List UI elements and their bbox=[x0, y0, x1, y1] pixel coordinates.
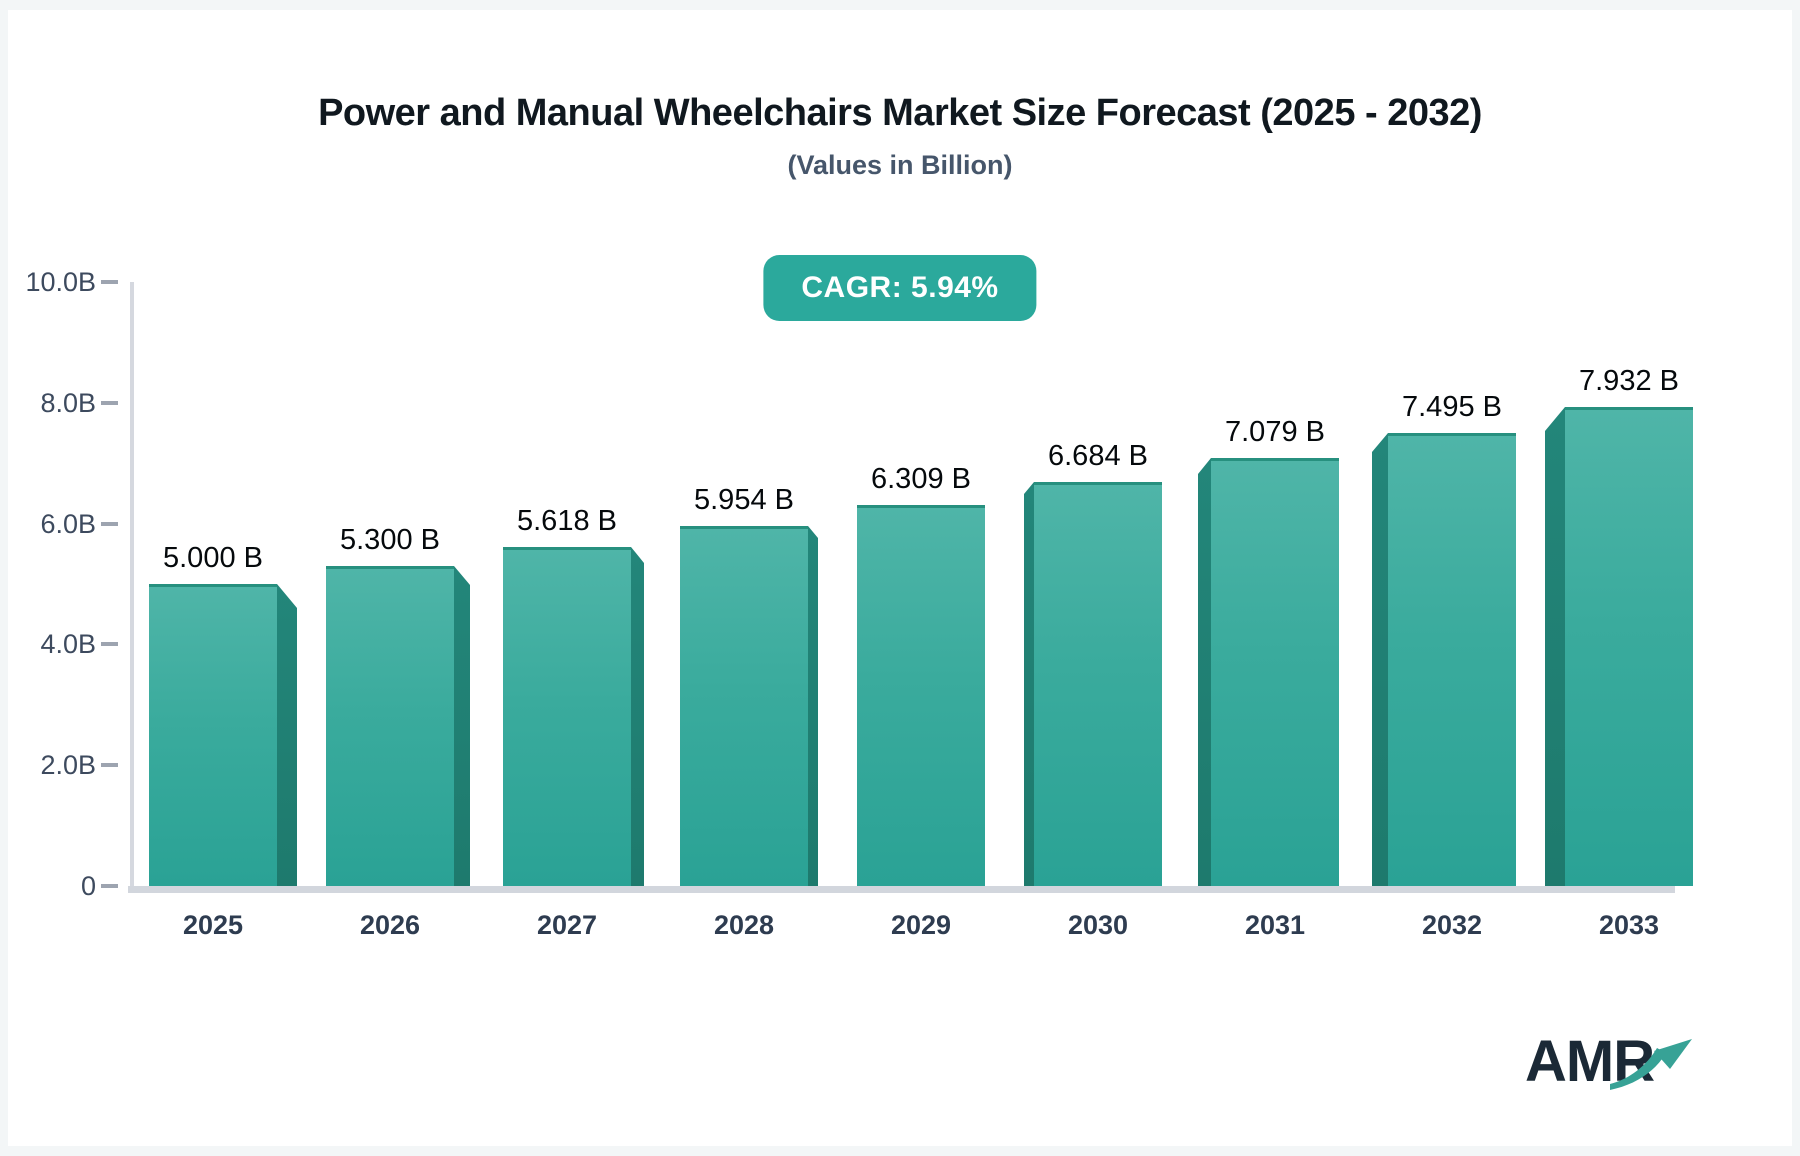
bar-value-label: 6.309 B bbox=[871, 463, 971, 495]
bar-3d-side bbox=[1198, 458, 1211, 886]
y-tick-label: 6.0B bbox=[40, 509, 96, 539]
bar-3d-side bbox=[1024, 482, 1034, 886]
y-tick-label: 0 bbox=[80, 871, 96, 901]
y-tick-mark bbox=[101, 280, 118, 284]
bar-value-label: 5.300 B bbox=[340, 524, 440, 556]
bar-value-label: 5.000 B bbox=[163, 542, 263, 574]
bar-value-label: 7.079 B bbox=[1225, 416, 1325, 448]
bar-2026[interactable] bbox=[326, 566, 454, 886]
bar-3d-side bbox=[454, 566, 470, 886]
bar-3d-side bbox=[631, 547, 644, 886]
x-tick-label: 2031 bbox=[1244, 910, 1306, 940]
x-tick-label: 2032 bbox=[1421, 910, 1483, 940]
x-tick-label: 2028 bbox=[713, 910, 775, 940]
plot-area: 10.0B 8.0B 6.0B 4.0B 2.0B 0 5.000 B 2025 5.300 B… bbox=[25, 267, 1745, 940]
bar-value-label: 7.932 B bbox=[1579, 365, 1679, 397]
bar-3d-side bbox=[808, 526, 818, 886]
bar-2025[interactable] bbox=[149, 584, 277, 886]
y-tick-mark bbox=[101, 522, 118, 526]
y-tick-label: 4.0B bbox=[40, 629, 96, 659]
x-tick-label: 2027 bbox=[536, 910, 598, 940]
x-tick-label: 2029 bbox=[890, 910, 952, 940]
cagr-badge: CAGR: 5.94% bbox=[763, 255, 1037, 321]
x-tick-label: 2030 bbox=[1067, 910, 1129, 940]
amr-logo: AMR bbox=[1525, 1032, 1695, 1102]
y-tick-mark bbox=[101, 884, 118, 888]
bar-value-label: 5.954 B bbox=[694, 484, 794, 516]
chart-subtitle: (Values in Billion) bbox=[787, 150, 1013, 180]
y-tick-label: 8.0B bbox=[40, 388, 96, 418]
bar-2027[interactable] bbox=[503, 547, 631, 886]
chart-title: Power and Manual Wheelchairs Market Size… bbox=[318, 92, 1482, 134]
x-axis-line bbox=[128, 886, 1675, 893]
bar-2029[interactable] bbox=[857, 505, 985, 886]
bar-2031[interactable] bbox=[1211, 458, 1339, 886]
growth-arrow-icon bbox=[1610, 1039, 1692, 1090]
y-tick-label: 10.0B bbox=[25, 267, 96, 297]
y-tick-mark bbox=[101, 642, 118, 646]
x-tick-label: 2025 bbox=[182, 910, 244, 940]
y-axis-line bbox=[130, 282, 134, 886]
bar-value-label: 6.684 B bbox=[1048, 440, 1148, 472]
bar-3d-side bbox=[277, 584, 297, 886]
bar-3d-side bbox=[1545, 407, 1565, 886]
bar-3d-side bbox=[1372, 433, 1388, 886]
x-tick-label: 2026 bbox=[359, 910, 421, 940]
y-tick-mark bbox=[101, 763, 118, 767]
y-tick-mark bbox=[101, 401, 118, 405]
bar-2033[interactable] bbox=[1565, 407, 1693, 886]
bar-value-label: 5.618 B bbox=[517, 505, 617, 537]
bar-2032[interactable] bbox=[1388, 433, 1516, 886]
x-tick-label: 2033 bbox=[1598, 910, 1660, 940]
y-tick-label: 2.0B bbox=[40, 750, 96, 780]
bar-2030[interactable] bbox=[1034, 482, 1162, 886]
bar-value-label: 7.495 B bbox=[1402, 391, 1502, 423]
bar-2028[interactable] bbox=[680, 526, 808, 886]
